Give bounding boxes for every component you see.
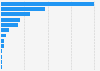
Bar xyxy=(1,28,9,32)
Bar xyxy=(1,39,4,43)
Bar xyxy=(1,18,20,22)
Bar xyxy=(1,34,6,37)
Bar xyxy=(1,49,2,53)
Bar xyxy=(1,12,30,16)
Bar xyxy=(1,55,2,59)
Bar xyxy=(1,60,2,64)
Bar xyxy=(1,7,45,11)
Bar xyxy=(1,23,18,27)
Bar xyxy=(1,44,4,48)
Bar xyxy=(1,2,94,6)
Bar xyxy=(1,65,2,69)
